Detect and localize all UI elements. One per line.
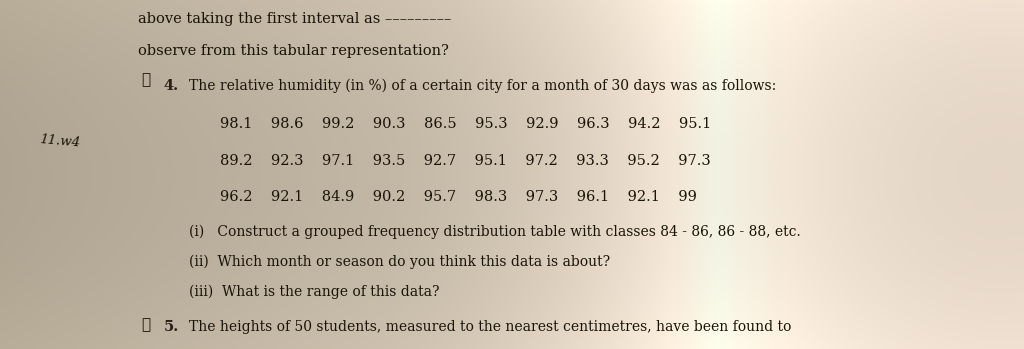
Text: (iii)  What is the range of this data?: (iii) What is the range of this data? — [189, 285, 440, 299]
Text: 11.w4: 11.w4 — [39, 133, 81, 150]
Text: ✓: ✓ — [141, 73, 151, 87]
Text: (i)   Construct a grouped frequency distribution table with classes 84 - 86, 86 : (i) Construct a grouped frequency distri… — [189, 225, 801, 239]
Text: observe from this tabular representation?: observe from this tabular representation… — [138, 44, 450, 58]
Text: 5.: 5. — [164, 320, 179, 334]
Text: The relative humidity (in %) of a certain city for a month of 30 days was as fol: The relative humidity (in %) of a certai… — [189, 78, 776, 93]
Text: (ii)  Which month or season do you think this data is about?: (ii) Which month or season do you think … — [189, 254, 610, 269]
Text: 96.2    92.1    84.9    90.2    95.7    98.3    97.3    96.1    92.1    99: 96.2 92.1 84.9 90.2 95.7 98.3 97.3 96.1 … — [220, 190, 697, 204]
Text: above taking the first interval as –––––––––: above taking the first interval as –––––… — [138, 12, 452, 26]
Text: 98.1    98.6    99.2    90.3    86.5    95.3    92.9    96.3    94.2    95.1: 98.1 98.6 99.2 90.3 86.5 95.3 92.9 96.3 … — [220, 117, 712, 131]
Text: 4.: 4. — [164, 79, 179, 92]
Text: The heights of 50 students, measured to the nearest centimetres, have been found: The heights of 50 students, measured to … — [189, 320, 792, 334]
Text: ✓: ✓ — [141, 318, 151, 332]
Text: 89.2    92.3    97.1    93.5    92.7    95.1    97.2    93.3    95.2    97.3: 89.2 92.3 97.1 93.5 92.7 95.1 97.2 93.3 … — [220, 154, 711, 168]
